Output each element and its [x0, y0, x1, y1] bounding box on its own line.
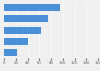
- Bar: [4, 49, 17, 56]
- Bar: [4, 4, 60, 11]
- Bar: [4, 38, 28, 45]
- Bar: [4, 15, 48, 22]
- Bar: [4, 27, 41, 34]
